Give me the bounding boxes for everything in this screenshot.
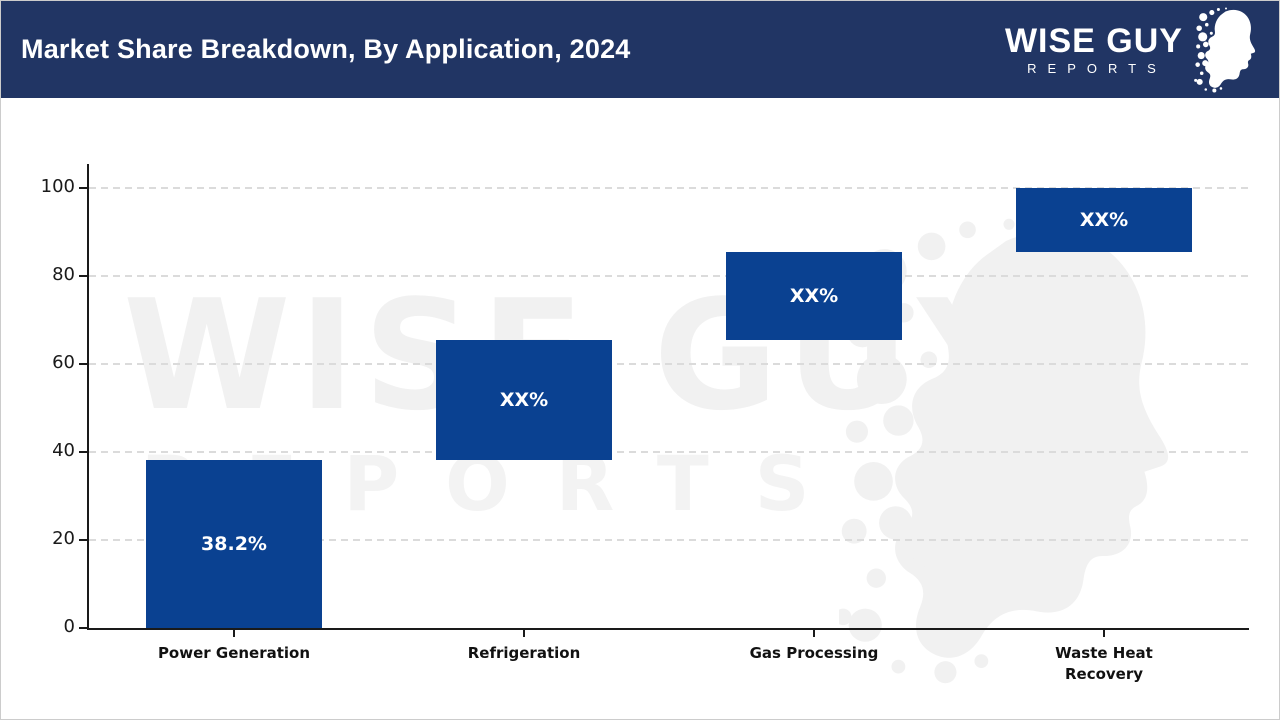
bar-value-label-power-generation: 38.2% bbox=[201, 532, 267, 555]
x-tick-power-generation bbox=[233, 630, 235, 637]
y-tick-40 bbox=[79, 451, 87, 453]
x-tick-label-refrigeration: Refrigeration bbox=[467, 644, 581, 662]
bar-value-label-refrigeration: XX% bbox=[499, 389, 549, 412]
gridline-20 bbox=[89, 539, 1249, 541]
bar-value-label-waste-heat-recovery: XX% bbox=[1079, 208, 1129, 231]
y-tick-label-80: 80 bbox=[52, 264, 75, 285]
y-tick-100 bbox=[79, 187, 87, 189]
logo-wordmark: WISE GUY bbox=[1004, 22, 1183, 60]
wiseguy-logo: WISE GUY REPORTS bbox=[1005, 7, 1267, 93]
y-axis bbox=[87, 164, 89, 630]
y-tick-label-20: 20 bbox=[52, 528, 75, 549]
gridline-80 bbox=[89, 275, 1249, 277]
bar-value-label-gas-processing: XX% bbox=[789, 285, 839, 308]
x-tick-waste-heat-recovery bbox=[1103, 630, 1105, 637]
y-tick-80 bbox=[79, 275, 87, 277]
x-axis bbox=[87, 628, 1249, 630]
header-bar: Market Share Breakdown, By Application, … bbox=[1, 1, 1279, 98]
y-tick-20 bbox=[79, 539, 87, 541]
bar-power-generation: 38.2% bbox=[146, 459, 322, 628]
bar-refrigeration: XX% bbox=[436, 340, 612, 460]
y-tick-0 bbox=[79, 627, 87, 629]
bar-gas-processing: XX% bbox=[726, 252, 902, 341]
gridline-100 bbox=[89, 187, 1249, 189]
gridline-60 bbox=[89, 363, 1249, 365]
bar-waste-heat-recovery: XX% bbox=[1016, 188, 1192, 252]
logo-subtitle: REPORTS bbox=[1027, 61, 1167, 76]
chart-canvas: WISE GUY REPORTS 0 20 40 60 80 100 38.2% Power … bbox=[1, 98, 1279, 719]
x-tick-refrigeration bbox=[523, 630, 525, 637]
page-title: Market Share Breakdown, By Application, … bbox=[21, 34, 631, 64]
x-tick-gas-processing bbox=[813, 630, 815, 637]
x-tick-label-power-generation: Power Generation bbox=[157, 644, 311, 662]
gridline-40 bbox=[89, 451, 1249, 453]
y-tick-label-0: 0 bbox=[63, 616, 75, 637]
y-tick-label-100: 100 bbox=[40, 176, 75, 197]
x-tick-label-gas-processing: Gas Processing bbox=[749, 644, 879, 662]
x-tick-label-waste-heat-recovery: Waste Heat Recovery bbox=[1055, 644, 1153, 683]
wiseguy-logo-text: WISE GUY REPORTS bbox=[1005, 24, 1183, 75]
y-tick-60 bbox=[79, 363, 87, 365]
wiseguy-face-icon bbox=[1185, 7, 1267, 93]
y-tick-label-60: 60 bbox=[52, 352, 75, 373]
y-tick-label-40: 40 bbox=[52, 440, 75, 461]
